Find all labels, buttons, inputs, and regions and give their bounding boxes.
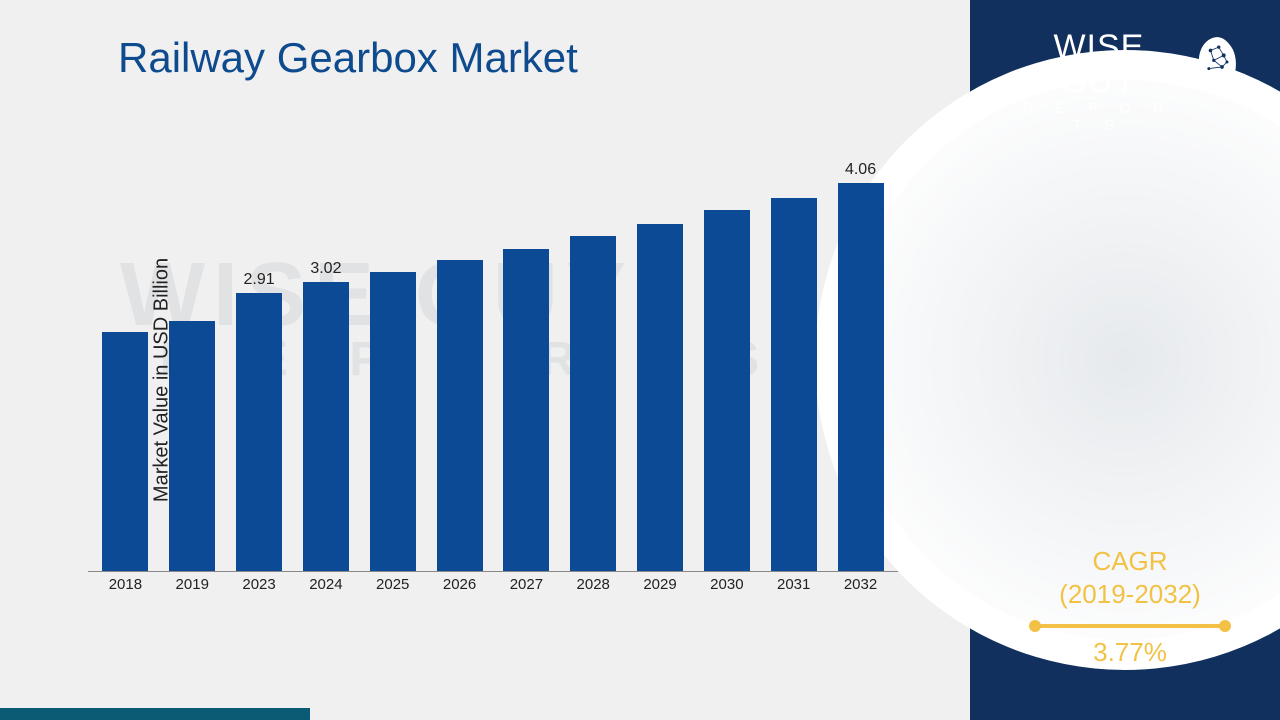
bottom-accent-bar: [0, 708, 310, 720]
x-tick-label: 2032: [827, 576, 894, 600]
cagr-value: 3.77%: [980, 636, 1280, 670]
bar: [102, 332, 148, 571]
bar: [169, 321, 215, 571]
bar-value-label: 3.02: [310, 260, 341, 278]
bar: [637, 224, 683, 571]
bar: [370, 272, 416, 571]
head-icon: [1194, 30, 1240, 94]
plot-area: 2.91 3.02 4.06: [88, 160, 898, 572]
bar-wrap: 4.06: [827, 160, 894, 571]
bar-wrap: 2.91: [226, 160, 293, 571]
x-tick-label: 2027: [493, 576, 560, 600]
bar-wrap: 3.02: [292, 160, 359, 571]
x-tick-label: 2026: [426, 576, 493, 600]
bar-wrap: [493, 160, 560, 571]
bar-wrap: [92, 160, 159, 571]
cagr-label: CAGR: [980, 545, 1280, 579]
x-tick-label: 2028: [560, 576, 627, 600]
bar: [771, 198, 817, 571]
bar: [303, 282, 349, 571]
x-tick-label: 2025: [359, 576, 426, 600]
bar-value-label: 2.91: [244, 271, 275, 289]
cagr-divider: [1035, 624, 1225, 628]
cagr-block: CAGR (2019-2032) 3.77%: [980, 545, 1280, 670]
bar-wrap: [159, 160, 226, 571]
logo-sub-text: R E P O R T S: [1010, 100, 1186, 134]
infographic-canvas: WISE GUY R E P O R T S Railway Gearbox M…: [0, 0, 1280, 720]
logo-block: WISE GUY R E P O R T S: [1010, 30, 1240, 134]
bar-wrap: [627, 160, 694, 571]
x-tick-label: 2019: [159, 576, 226, 600]
bar: [503, 249, 549, 571]
bar-chart: Market Value in USD Billion 2.913.024.06…: [78, 160, 898, 600]
x-tick-label: 2030: [693, 576, 760, 600]
bar-wrap: [359, 160, 426, 571]
bar: [838, 183, 884, 571]
bar: [704, 210, 750, 571]
x-tick-label: 2029: [627, 576, 694, 600]
bar: [570, 236, 616, 571]
bar-wrap: [693, 160, 760, 571]
x-tick-label: 2024: [292, 576, 359, 600]
bar-wrap: [560, 160, 627, 571]
bar-wrap: [760, 160, 827, 571]
x-tick-label: 2023: [226, 576, 293, 600]
bar-value-label: 4.06: [845, 161, 876, 179]
cagr-period: (2019-2032): [980, 578, 1280, 612]
x-tick-label: 2031: [760, 576, 827, 600]
bar: [437, 260, 483, 571]
chart-title: Railway Gearbox Market: [118, 34, 578, 82]
bar: [236, 293, 282, 571]
logo-main-text: WISE GUY: [1010, 30, 1188, 98]
x-tick-label: 2018: [92, 576, 159, 600]
bars-container: 2.91 3.02 4.06: [88, 160, 898, 571]
bar-wrap: [426, 160, 493, 571]
x-axis-labels: 2018201920232024202520262027202820292030…: [88, 576, 898, 600]
